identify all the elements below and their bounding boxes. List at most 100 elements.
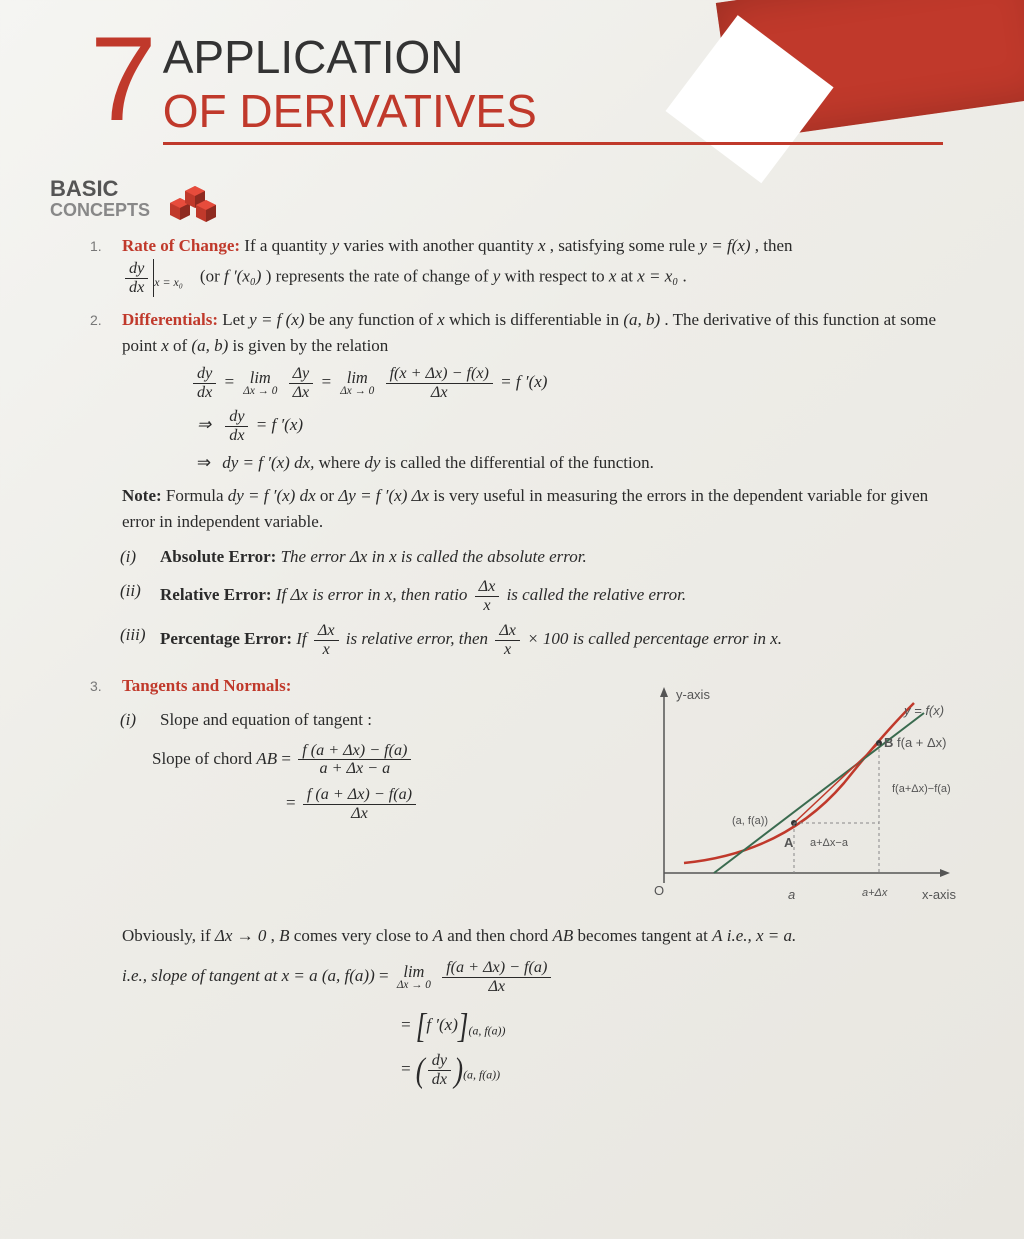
A: A [712,926,722,945]
cubes-icon [160,173,220,223]
limit: lim Δx → 0 [243,369,277,398]
text: of [173,336,191,355]
yfx: y = f (x) [249,310,304,329]
section-heading: BASIC CONCEPTS [50,173,964,223]
result-1: = [f ′(x)](a, f(a)) [400,1012,964,1040]
note-block: Note: Formula dy = f ′(x) dx or Δy = f ′… [122,483,964,536]
sub-num: (i) [120,544,152,570]
text: or [320,486,338,505]
frac: dy dx [193,365,216,402]
num: Δy [289,365,314,384]
topic-label: Rate of Change: [122,236,240,255]
topic-differentials: 2. Differentials: Let y = f (x) be any f… [90,307,964,360]
tick-a: a [788,885,795,905]
A: A [433,926,443,945]
text: varies with another quantity [343,236,538,255]
frac: f(a + Δx) − f(a) Δx [442,959,551,996]
dy: dy [364,453,380,472]
ie: i.e., [727,926,756,945]
num: f(x + Δx) − f(x) [386,365,493,384]
var-y: y [332,236,340,255]
text: is called percentage error in x. [573,630,782,649]
lim-bot: Δx → 0 [397,980,431,992]
den: Δx [303,805,416,823]
point-a: A [784,833,793,853]
num: Δx [475,578,500,597]
point-a-coord: (a, f(a)) [732,813,768,830]
text: with respect to [505,267,609,286]
text: comes very close to [294,926,433,945]
origin: O [654,881,664,901]
den: a + Δx − a [298,760,411,778]
eq: = [379,967,393,986]
implication-1: ⇒ dy dx = f ′(x) [190,408,964,445]
topic-rate-of-change: 1. Rate of Change: If a quantity y varie… [90,233,964,297]
run-label: a+Δx−a [810,835,848,852]
sub: (a, f(a)) [468,1023,505,1037]
topic-label: Differentials: [122,310,218,329]
sub-num: (ii) [120,578,152,615]
implies-icon: ⇒ [190,450,218,476]
var-x: x [538,236,546,255]
tangents-text: 3. Tangents and Normals: (i) Slope and e… [90,673,604,823]
text: where [319,453,365,472]
point: x = a (a, f(a)) [282,967,375,986]
den: dx [193,384,216,402]
text: If Δx is error in x, then ratio [276,585,472,604]
text: which is differentiable in [449,310,623,329]
chapter-title-line2: OF DERIVATIVES [163,84,943,145]
frac: f (a + Δx) − f(a) Δx [303,786,416,823]
den: x [314,641,339,659]
xa: x = a. [756,926,796,945]
text: Slope of chord [152,749,256,768]
y-axis-label: y-axis [676,685,710,705]
chapter-title: APPLICATION OF DERIVATIVES [163,30,943,145]
x-axis-label: x-axis [922,885,956,905]
den: x [495,641,520,659]
limit: lim Δx → 0 [340,369,374,398]
differential-equation: dy dx = lim Δx → 0 Δy Δx = lim Δx → 0 f(… [190,365,964,402]
eq: dy = f ′(x) dx [228,486,316,505]
topic-label: Tangents and Normals: [122,673,291,699]
frac: Δx x [495,622,520,659]
lim-top: lim [340,369,374,386]
tangent-graph: y-axis y = f(x) B f(a + Δx) f(a+Δx)−f(a)… [624,673,964,919]
lim-bot: Δx → 0 [243,386,277,398]
num: dy [428,1052,451,1071]
label: Percentage Error: [160,630,292,649]
sub-num: (iii) [120,622,152,659]
text: If a quantity [244,236,331,255]
chapter-title-line1: APPLICATION [163,30,943,84]
text: , [271,926,280,945]
text: be any function of [309,310,437,329]
den: dx [428,1071,451,1089]
interval: (a, b) [191,336,228,355]
num: f (a + Δx) − f(a) [303,786,416,805]
slope-chord-2: = f (a + Δx) − f(a) Δx [286,786,604,823]
den: x [475,597,500,615]
text: at [621,267,638,286]
limit: lim Δx → 0 [397,963,431,992]
var-x: x [437,310,445,329]
curve-label: y = f(x) [904,701,944,721]
text: , satisfying some rule [550,236,700,255]
result-2: = ( dy dx )(a, f(a)) [400,1052,964,1089]
topic-number: 3. [90,673,112,699]
fprime: = f ′(x) [500,373,547,392]
obviously-text: Obviously, if Δx → 0 , B comes very clos… [122,923,964,949]
text: and then chord [447,926,552,945]
topic-body: Differentials: Let y = f (x) be any func… [122,307,964,360]
topic-number: 1. [90,233,112,297]
note-label: Note: [122,486,162,505]
text: Slope and equation of tangent : [160,707,372,733]
text: becomes tangent at [578,926,713,945]
den: Δx [442,978,551,996]
times: × 100 [527,630,568,649]
text: Formula [166,486,228,505]
eval-sub: x = x₀ [154,275,183,289]
B: B [279,926,289,945]
sub-body: Percentage Error: If Δx x is relative er… [160,622,782,659]
var-y: y [493,267,501,286]
slope-chord: Slope of chord AB = f (a + Δx) − f(a) a … [152,742,604,779]
sub-num: (i) [120,707,152,733]
